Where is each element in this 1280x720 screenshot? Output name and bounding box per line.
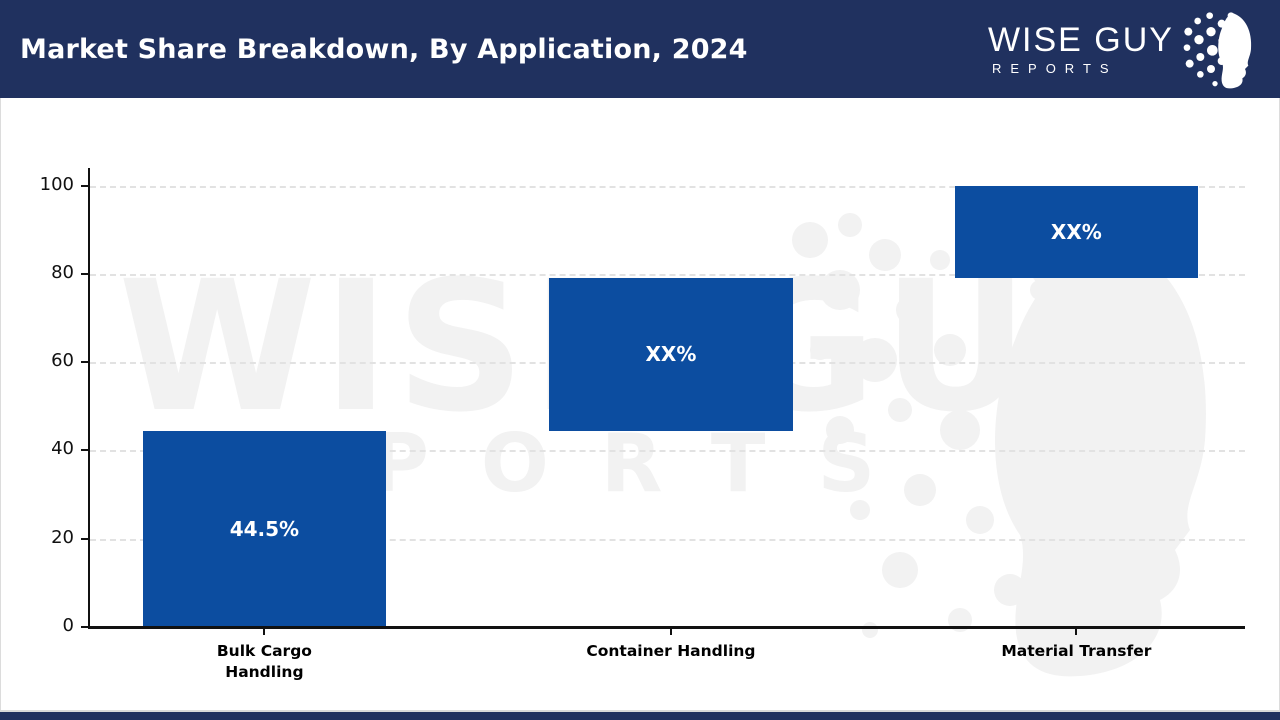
y-tick-mark-20 bbox=[81, 537, 89, 540]
category-label-container-handling: Container Handling bbox=[541, 641, 801, 662]
bar-material-transfer: XX% bbox=[954, 185, 1199, 279]
brand-logo: WISE GUY REPORTS bbox=[988, 0, 1254, 98]
category-label-material-transfer: Material Transfer bbox=[946, 641, 1206, 662]
footer-bar bbox=[0, 710, 1280, 720]
gridline-20 bbox=[90, 538, 1245, 541]
bar-value-label-material-transfer: XX% bbox=[1050, 219, 1102, 244]
y-tick-mark-60 bbox=[81, 361, 89, 364]
y-tick-mark-80 bbox=[81, 272, 89, 275]
category-label-line: Handling bbox=[225, 663, 304, 681]
watermark-head-icon bbox=[792, 213, 1206, 677]
bar-value-label-bulk-cargo-handling: 44.5% bbox=[229, 516, 300, 541]
logo-wordmark: WISE GUY bbox=[987, 21, 1174, 59]
x-tick-mark-bulk-cargo-handling bbox=[263, 628, 266, 635]
gridline-40 bbox=[90, 450, 1245, 453]
y-tick-mark-40 bbox=[81, 449, 89, 452]
plot-area: 44.5% XX% XX% bbox=[88, 168, 1245, 629]
logo-head-icon bbox=[1183, 12, 1252, 89]
y-tick-label-80: 80 bbox=[51, 261, 74, 283]
bar-value-label-container-handling: XX% bbox=[645, 342, 697, 367]
category-label-line: Material Transfer bbox=[1001, 642, 1152, 660]
y-tick-label-60: 60 bbox=[51, 350, 74, 372]
category-label-line: Container Handling bbox=[586, 642, 756, 660]
gridline-80 bbox=[90, 273, 1245, 276]
y-tick-mark-100 bbox=[81, 184, 89, 187]
category-label-line: Bulk Cargo bbox=[216, 642, 312, 660]
category-label-bulk-cargo-handling: Bulk Cargo Handling bbox=[134, 641, 394, 683]
bar-container-handling: XX% bbox=[549, 278, 793, 431]
y-tick-label-100: 100 bbox=[39, 173, 74, 195]
y-tick-label-0: 0 bbox=[62, 615, 74, 636]
y-tick-label-40: 40 bbox=[51, 438, 74, 460]
bar-bulk-cargo-handling: 44.5% bbox=[142, 430, 387, 627]
x-tick-mark-material-transfer bbox=[1075, 628, 1078, 635]
gridline-100 bbox=[90, 185, 1245, 188]
x-axis-line bbox=[88, 626, 1245, 629]
y-axis-line bbox=[88, 168, 90, 627]
header: Market Share Breakdown, By Application, … bbox=[0, 0, 1280, 98]
y-tick-mark-0 bbox=[81, 626, 89, 628]
x-tick-mark-container-handling bbox=[669, 628, 672, 635]
page-title: Market Share Breakdown, By Application, … bbox=[20, 33, 748, 65]
y-tick-label-20: 20 bbox=[51, 526, 74, 548]
logo-subtext: REPORTS bbox=[991, 61, 1118, 76]
logo-text: WISE GUY REPORTS bbox=[988, 23, 1174, 75]
